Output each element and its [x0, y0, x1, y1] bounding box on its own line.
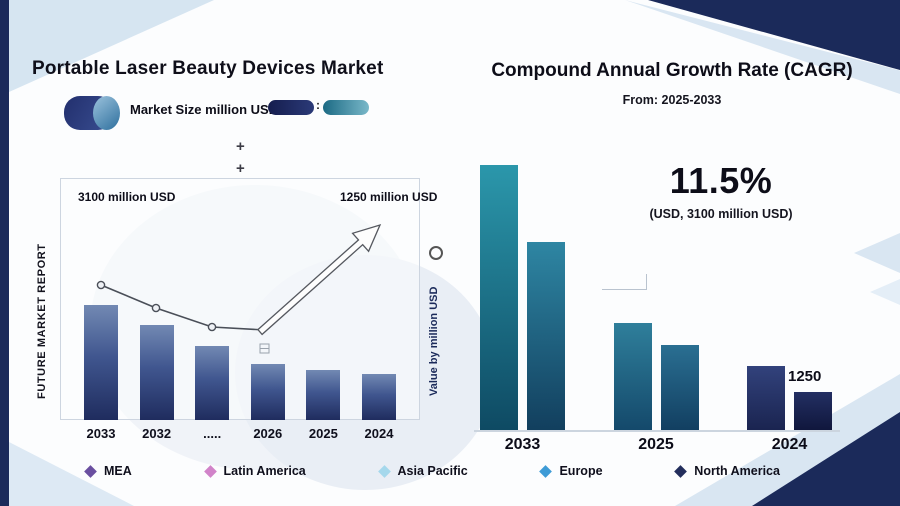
cagr-bar-group: 2024 — [747, 366, 832, 454]
cagr-bar — [527, 242, 565, 430]
x-axis-label: 2033 — [86, 426, 116, 441]
x-axis-label: 2025 — [638, 436, 674, 453]
cagr-subtitle: From: 2025-2033 — [622, 93, 722, 107]
chevron-deco-icon — [854, 233, 900, 273]
bar-pair — [613, 323, 699, 430]
legend-diamond-icon — [377, 464, 391, 478]
market-size-bar — [195, 346, 230, 420]
cagr-bar — [480, 165, 518, 430]
legend-label: Europe — [559, 464, 603, 478]
x-axis-label: 2025 — [308, 426, 338, 441]
legend-diamond-icon — [203, 464, 217, 478]
x-axis-label: 2024 — [364, 426, 394, 441]
right-chart-baseline — [474, 430, 840, 432]
cagr-bar — [660, 345, 699, 430]
legend-item: North America — [674, 464, 780, 478]
annotation-3100: 3100 million USD — [78, 190, 176, 204]
right-vertical-axis-label: Value by million USD — [428, 286, 440, 396]
legend-item: Asia Pacific — [377, 464, 468, 478]
legend-row: MEA Latin America Asia Pacific Europe North … — [84, 464, 780, 478]
x-axis-label: 2033 — [504, 436, 541, 453]
market-size-chart-panel — [60, 178, 420, 420]
chevron-deco-icon — [870, 279, 900, 305]
bar-cell — [189, 346, 235, 420]
plus-icon: + — [236, 138, 245, 155]
pill-swatch-teal — [323, 100, 369, 115]
pill-separator: : — [316, 98, 320, 112]
legend-label: MEA — [104, 464, 132, 478]
x-axis-label: 2024 — [771, 436, 808, 453]
left-bars-row — [60, 178, 420, 420]
step-deco-line — [602, 274, 647, 290]
cagr-value-block: 11.5% (USD, 3100 million USD) — [626, 160, 816, 221]
legend-label: North America — [694, 464, 780, 478]
legend-item: MEA — [84, 464, 132, 478]
cagr-bar — [794, 392, 832, 430]
left-xlabels-row: 2033 2032..... 2026 2025 2024 — [60, 426, 420, 441]
x-axis-label: ..... — [203, 426, 222, 441]
cagr-title: Compound Annual Growth Rate (CAGR) — [491, 60, 853, 81]
circle-marker-icon — [429, 246, 443, 260]
cagr-percentage: 11.5% — [669, 160, 773, 201]
annotation-1250: 1250 million USD — [340, 190, 438, 204]
market-size-bar — [139, 325, 174, 420]
bar-cell — [134, 325, 180, 420]
bar-cell — [300, 370, 346, 420]
x-axis-label: 2026 — [253, 426, 283, 441]
legend-item: Latin America — [203, 464, 306, 478]
data-label-1250: 1250 — [788, 368, 822, 385]
left-vertical-axis-label: FUTURE MARKET REPORT — [36, 243, 48, 399]
legend-label: Asia Pacific — [397, 464, 468, 478]
bar-pair — [747, 366, 832, 430]
plus-icon: + — [236, 160, 245, 177]
left-edge-bar — [0, 0, 9, 506]
cagr-bar-group: 2025 — [613, 323, 699, 454]
bar-cell — [356, 374, 402, 420]
market-size-bar — [361, 374, 396, 420]
pill-swatch-navy — [268, 100, 314, 115]
market-size-bar — [306, 370, 341, 420]
legend-diamond-icon — [674, 464, 688, 478]
cagr-bar — [747, 366, 785, 430]
left-chart-title: Portable Laser Beauty Devices Market — [32, 58, 384, 79]
market-size-label: Market Size million USD — [130, 102, 279, 117]
right-bar-groups: 2033 2025 2024 — [480, 159, 832, 454]
legend-item: Europe — [539, 464, 603, 478]
cagr-bar-group: 2033 — [480, 165, 565, 454]
bar-cell — [245, 364, 291, 420]
trend-line-arrow — [96, 223, 382, 354]
market-size-bar — [84, 305, 118, 420]
bar-pair — [480, 165, 565, 430]
x-axis-label: 2032 — [142, 426, 172, 441]
cagr-bar — [613, 323, 652, 430]
legend-diamond-icon — [84, 464, 97, 478]
market-size-bar — [250, 364, 285, 420]
cylinder-icon-face — [93, 96, 120, 130]
bar-cell — [78, 305, 124, 420]
legend-diamond-icon — [539, 464, 553, 478]
legend-label: Latin America — [223, 464, 306, 478]
cagr-caption: (USD, 3100 million USD) — [649, 207, 793, 221]
